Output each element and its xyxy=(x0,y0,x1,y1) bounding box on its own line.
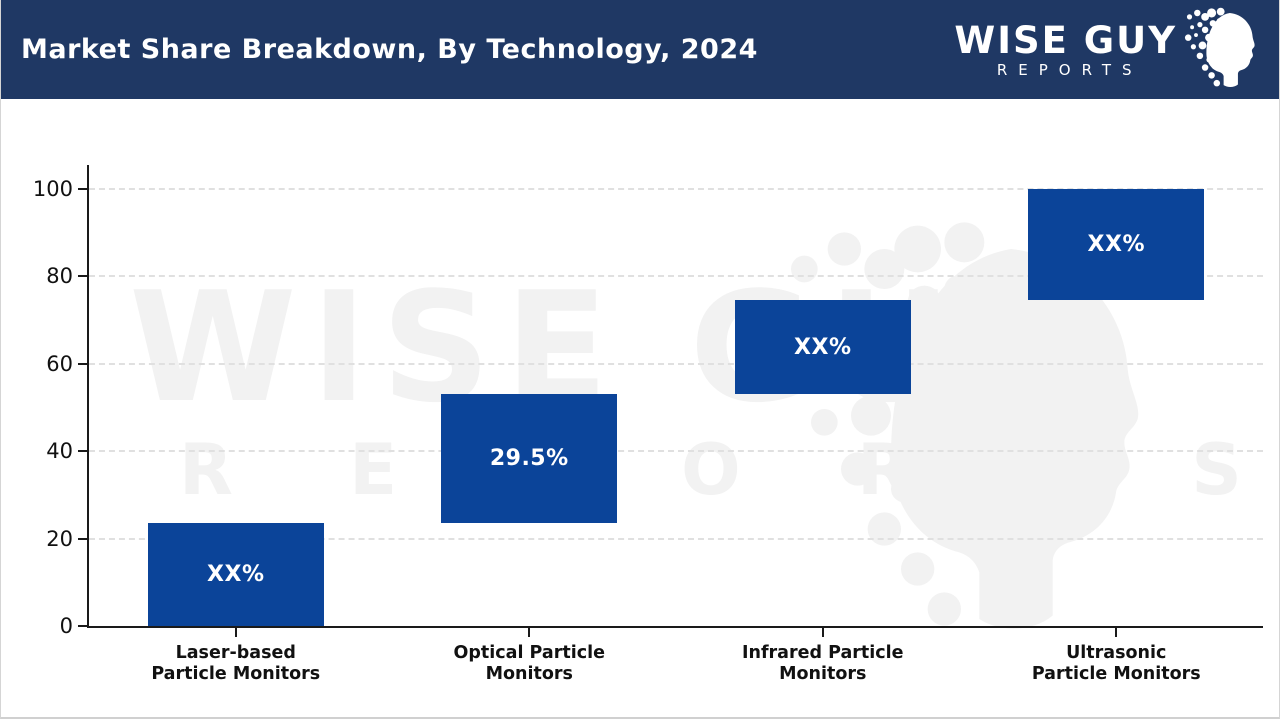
x-tick-mark xyxy=(1115,628,1118,637)
x-tick-mark xyxy=(234,628,237,637)
y-tick-mark xyxy=(78,625,87,627)
y-tick-mark xyxy=(78,450,87,453)
gridline-80 xyxy=(89,275,1263,278)
y-tick-mark xyxy=(78,275,87,278)
x-category-label-line: Ultrasonic xyxy=(1066,643,1167,663)
bar-segment: XX% xyxy=(734,300,911,395)
watermark-dotted-head-icon xyxy=(781,222,1139,629)
x-category-label: Infrared Particle Monitors xyxy=(683,643,963,685)
gridline-100 xyxy=(89,188,1263,191)
x-category-label-line: Particle Monitors xyxy=(1031,664,1201,684)
x-category-label: Ultrasonic Particle Monitors xyxy=(976,643,1256,685)
bar-segment: XX% xyxy=(147,523,324,626)
logo-text: WISE GUY REPORTS xyxy=(954,22,1177,78)
y-tick-label: 40 xyxy=(46,439,73,464)
logo-wordmark: WISE GUY xyxy=(954,18,1177,62)
y-tick-mark xyxy=(78,188,87,191)
x-tick-mark xyxy=(821,628,824,637)
logo-subtitle: REPORTS xyxy=(996,60,1143,79)
y-axis-line xyxy=(87,165,89,628)
x-category-label-line: Infrared Particle xyxy=(741,643,904,663)
x-category-label-line: Monitors xyxy=(779,664,867,684)
dotted-head-icon xyxy=(1184,7,1255,87)
x-category-label-line: Laser-based xyxy=(175,643,296,663)
plot-area: 0 20 40 60 80 100 XX% Laser-based Particle Monit… xyxy=(33,165,1263,684)
y-tick-label: 60 xyxy=(46,351,73,376)
y-tick-label: 80 xyxy=(46,264,73,289)
bar-value-label: XX% xyxy=(207,562,265,588)
y-tick-label: 20 xyxy=(46,526,73,551)
bar-segment: 29.5% xyxy=(441,394,618,524)
x-tick-mark xyxy=(528,628,531,637)
y-tick-label: 0 xyxy=(59,614,73,638)
x-category-label: Laser-based Particle Monitors xyxy=(96,643,376,685)
bar-value-label: XX% xyxy=(794,334,852,360)
x-category-label-line: Monitors xyxy=(485,664,573,684)
gridline-60 xyxy=(89,362,1263,365)
gridline-20 xyxy=(89,537,1263,540)
bar-value-label: 29.5% xyxy=(489,446,569,472)
y-tick-mark xyxy=(78,537,87,540)
bar-segment: XX% xyxy=(1028,189,1205,301)
x-category-label: Optical Particle Monitors xyxy=(389,643,669,685)
y-tick-mark xyxy=(78,362,87,365)
gridline-40 xyxy=(89,450,1263,453)
chart-canvas: WISE GUY R E P O R T S 0 20 40 60 80 100 XX% La… xyxy=(1,99,1279,717)
x-category-label-line: Particle Monitors xyxy=(151,664,321,684)
wise-guy-reports-logo: WISE GUY REPORTS xyxy=(954,7,1261,93)
x-axis-line xyxy=(87,626,1263,628)
y-tick-label: 100 xyxy=(32,177,73,202)
x-category-label-line: Optical Particle xyxy=(453,643,605,663)
chart-title: Market Share Breakdown, By Technology, 2… xyxy=(21,34,758,65)
bar-value-label: XX% xyxy=(1087,232,1145,258)
header-bar: Market Share Breakdown, By Technology, 2… xyxy=(1,0,1279,99)
